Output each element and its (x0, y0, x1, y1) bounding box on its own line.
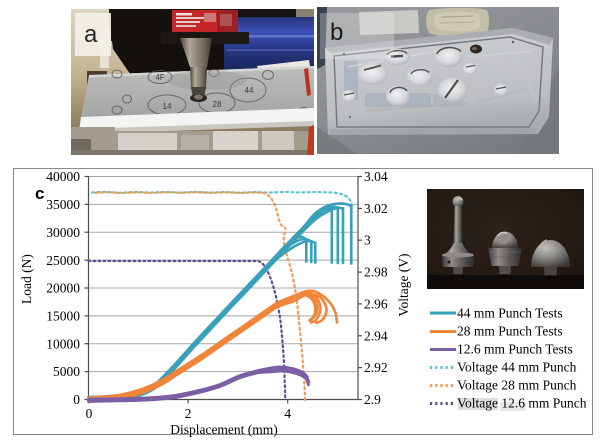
svg-text:2.94: 2.94 (364, 328, 388, 343)
svg-text:20000: 20000 (46, 281, 80, 296)
svg-text:5000: 5000 (53, 364, 80, 379)
svg-text:28: 28 (213, 100, 222, 109)
svg-text:Voltage 12.6 mm Punch: Voltage 12.6 mm Punch (457, 396, 587, 411)
svg-text:25000: 25000 (46, 253, 80, 268)
svg-text:2.92: 2.92 (364, 360, 388, 375)
svg-text:0: 0 (73, 392, 80, 407)
svg-text:28 mm Punch Tests: 28 mm Punch Tests (457, 324, 563, 339)
svg-text:2.96: 2.96 (364, 296, 388, 311)
svg-text:14: 14 (163, 102, 172, 111)
svg-text:30000: 30000 (46, 225, 80, 240)
svg-text:Displacement (mm): Displacement (mm) (170, 422, 278, 437)
svg-text:Voltage 44 mm Punch: Voltage 44 mm Punch (457, 360, 577, 375)
svg-text:Load (N): Load (N) (19, 254, 34, 304)
svg-text:0: 0 (86, 406, 93, 421)
svg-text:3: 3 (364, 233, 371, 248)
svg-text:4: 4 (284, 406, 291, 421)
svg-text:2: 2 (185, 406, 192, 421)
svg-text:b: b (330, 19, 343, 46)
svg-text:Voltage 28 mm Punch: Voltage 28 mm Punch (457, 378, 577, 393)
svg-text:35000: 35000 (46, 197, 80, 212)
svg-text:2.98: 2.98 (364, 265, 388, 280)
svg-text:40000: 40000 (46, 169, 80, 184)
svg-text:c: c (35, 184, 44, 203)
svg-text:44: 44 (245, 86, 254, 95)
svg-text:10000: 10000 (46, 336, 80, 351)
svg-text:15000: 15000 (46, 309, 80, 324)
svg-text:3.04: 3.04 (364, 169, 388, 184)
svg-text:44 mm Punch Tests: 44 mm Punch Tests (457, 306, 563, 321)
svg-text:12.6 mm Punch Tests: 12.6 mm Punch Tests (457, 342, 573, 357)
svg-text:2.9: 2.9 (364, 392, 381, 407)
svg-text:Voltage (V): Voltage (V) (396, 253, 411, 316)
svg-text:3.02: 3.02 (364, 201, 388, 216)
svg-text:a: a (84, 21, 98, 48)
svg-text:4F: 4F (155, 73, 164, 82)
